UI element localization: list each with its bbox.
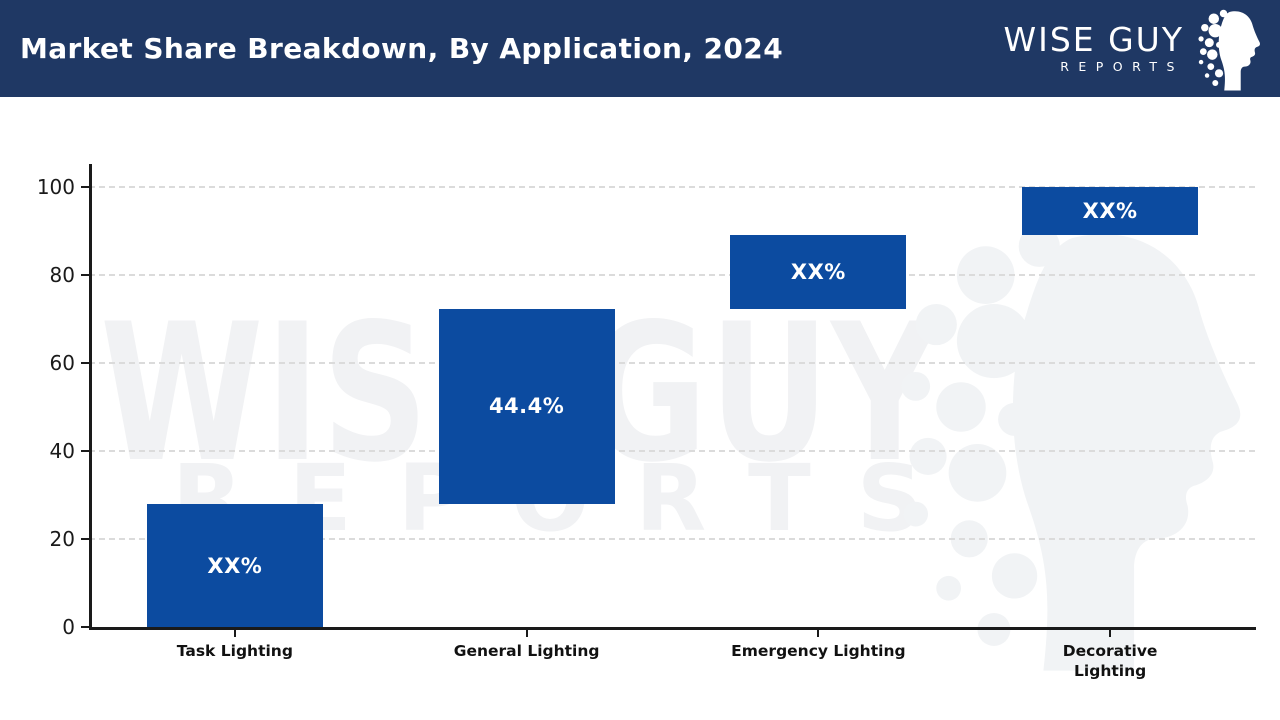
- x-tick-task-lighting: [233, 629, 236, 637]
- logo-wordmark: WISE GUY: [1003, 20, 1184, 60]
- gridline-80: [89, 273, 1256, 276]
- gridline-20: [89, 537, 1256, 540]
- bar-value-label-decorative-lighting: XX%: [1082, 198, 1138, 223]
- bar-value-label-emergency-lighting: XX%: [790, 259, 846, 284]
- logo-subtext: REPORTS: [1060, 58, 1184, 74]
- x-label-decorative-lighting: Decorative Lighting: [1062, 642, 1158, 681]
- gridline-40: [89, 449, 1256, 452]
- bar-value-label-general-lighting: 44.4%: [488, 394, 565, 419]
- bar-general-lighting: 44.4%: [438, 308, 615, 505]
- y-tick-label-40: 40: [49, 438, 75, 463]
- bar-decorative-lighting: XX%: [1022, 186, 1199, 235]
- waterfall-chart: 0 20 40 60 80 100 Task Lighting General Lightin…: [0, 97, 1280, 720]
- bar-task-lighting: XX%: [146, 504, 323, 627]
- y-tick-0: [81, 626, 89, 628]
- x-label-emergency-lighting: Emergency Lighting: [731, 642, 906, 660]
- y-tick-40: [81, 449, 89, 452]
- y-axis-line: [89, 164, 92, 629]
- header-bar: Market Share Breakdown, By Application, …: [0, 0, 1280, 97]
- y-tick-label-80: 80: [49, 262, 75, 287]
- wiseguy-logo: WISE GUY REPORTS: [1003, 6, 1266, 92]
- y-tick-label-0: 0: [62, 615, 75, 639]
- watermark-head-icon: [901, 225, 1241, 671]
- x-label-task-lighting: Task Lighting: [176, 642, 293, 660]
- x-tick-emergency-lighting: [817, 629, 820, 637]
- y-tick-label-100: 100: [36, 174, 75, 199]
- gridline-60: [89, 361, 1256, 364]
- y-tick-label-20: 20: [49, 526, 75, 551]
- x-axis-line: [89, 627, 1256, 630]
- bar-value-label-task-lighting: XX%: [207, 553, 263, 578]
- x-label-general-lighting: General Lighting: [453, 642, 600, 660]
- y-tick-20: [81, 537, 89, 540]
- y-tick-80: [81, 273, 89, 276]
- x-tick-general-lighting: [525, 629, 528, 637]
- y-tick-label-60: 60: [49, 350, 75, 375]
- bar-emergency-lighting: XX%: [730, 234, 907, 309]
- y-tick-100: [81, 185, 89, 188]
- y-tick-60: [81, 361, 89, 364]
- x-tick-decorative-lighting: [1109, 629, 1112, 637]
- logo-head-icon: [1198, 9, 1260, 91]
- page-title: Market Share Breakdown, By Application, …: [20, 32, 784, 65]
- gridline-100: [89, 185, 1256, 188]
